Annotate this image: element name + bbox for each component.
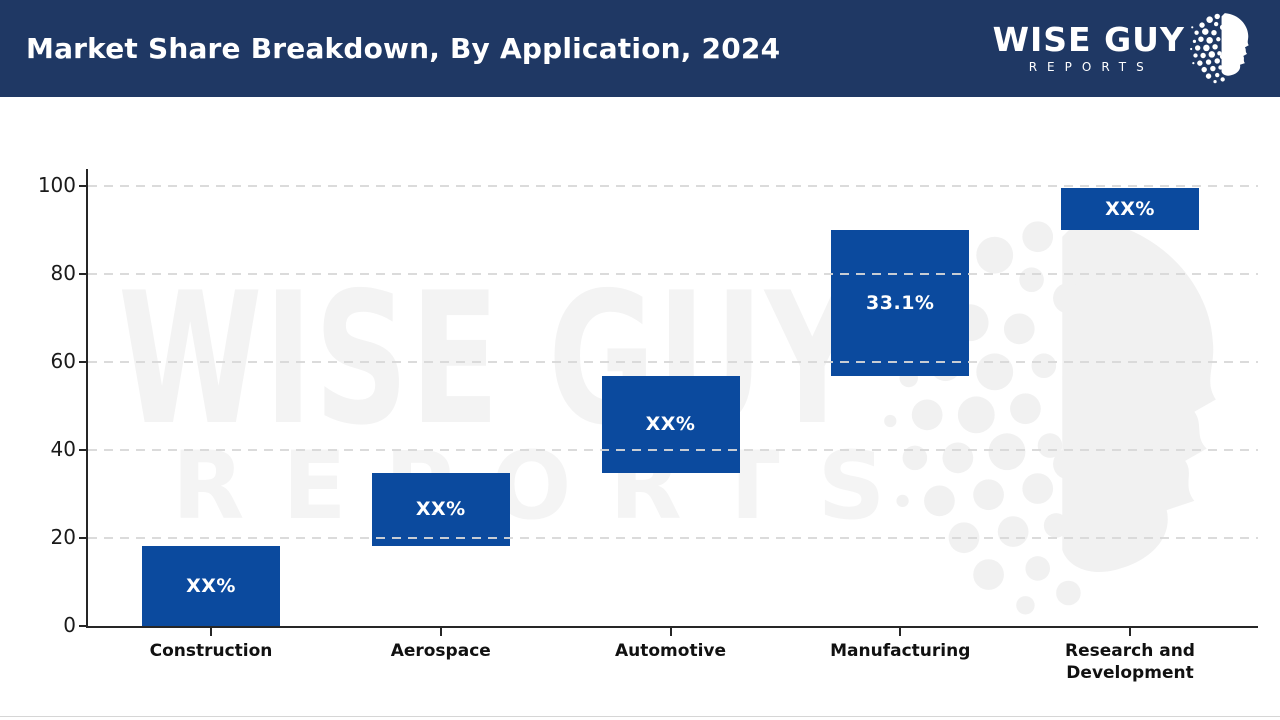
gridline xyxy=(88,273,1258,275)
waterfall-bar: XX% xyxy=(601,376,740,473)
chart-title: Market Share Breakdown, By Application, … xyxy=(26,32,781,65)
bar-value-label: XX% xyxy=(415,498,466,521)
bar-value-label: 33.1% xyxy=(866,292,935,315)
y-axis-tick xyxy=(79,449,88,451)
y-axis-tick xyxy=(79,273,88,275)
y-axis-tick-label: 40 xyxy=(50,437,76,461)
y-axis-tick-label: 100 xyxy=(37,173,76,197)
waterfall-bar: XX% xyxy=(142,545,280,626)
logo-text: WISE GUY REPORTS xyxy=(993,23,1185,74)
x-axis-tick xyxy=(439,628,442,636)
x-axis-tick xyxy=(210,628,212,636)
waterfall-bar: 33.1% xyxy=(831,230,970,377)
logo-wordmark: WISE GUY xyxy=(992,20,1185,59)
y-axis-tick xyxy=(79,625,88,627)
header-bar: Market Share Breakdown, By Application, … xyxy=(0,0,1280,97)
x-axis-category-label: Manufacturing xyxy=(830,641,971,661)
x-axis-tick xyxy=(899,628,902,636)
x-axis-category-label: Automotive xyxy=(614,641,727,661)
bar-value-label: XX% xyxy=(186,574,236,597)
x-axis-category-label: Research and Development xyxy=(1065,641,1195,684)
y-axis-tick xyxy=(79,185,88,187)
x-axis-tick xyxy=(669,628,672,636)
bar-value-label: XX% xyxy=(645,413,696,436)
gridline xyxy=(88,537,1258,539)
y-axis-tick xyxy=(79,361,88,363)
gridline xyxy=(88,449,1258,451)
y-axis-line xyxy=(86,169,88,628)
y-axis-tick-label: 60 xyxy=(50,349,76,373)
bar-value-label: XX% xyxy=(1105,198,1155,221)
x-axis-line xyxy=(86,626,1258,628)
waterfall-bar: XX% xyxy=(1061,187,1199,231)
gridline xyxy=(88,361,1258,363)
bottom-divider xyxy=(0,716,1280,717)
x-axis-category-label: Aerospace xyxy=(390,641,491,661)
wiseguy-face-icon xyxy=(1189,12,1249,83)
x-axis-category-label: Construction xyxy=(149,641,273,661)
logo-subtext: REPORTS xyxy=(1028,60,1154,74)
y-axis-tick-label: 0 xyxy=(63,613,76,637)
y-axis-tick-label: 20 xyxy=(50,525,76,549)
y-axis-tick-label: 80 xyxy=(50,261,76,285)
x-axis-tick xyxy=(1129,628,1131,636)
y-axis-tick xyxy=(79,537,88,539)
wiseguy-logo: WISE GUY REPORTS xyxy=(993,11,1254,87)
gridline xyxy=(88,185,1258,187)
waterfall-bar: XX% xyxy=(371,472,510,546)
